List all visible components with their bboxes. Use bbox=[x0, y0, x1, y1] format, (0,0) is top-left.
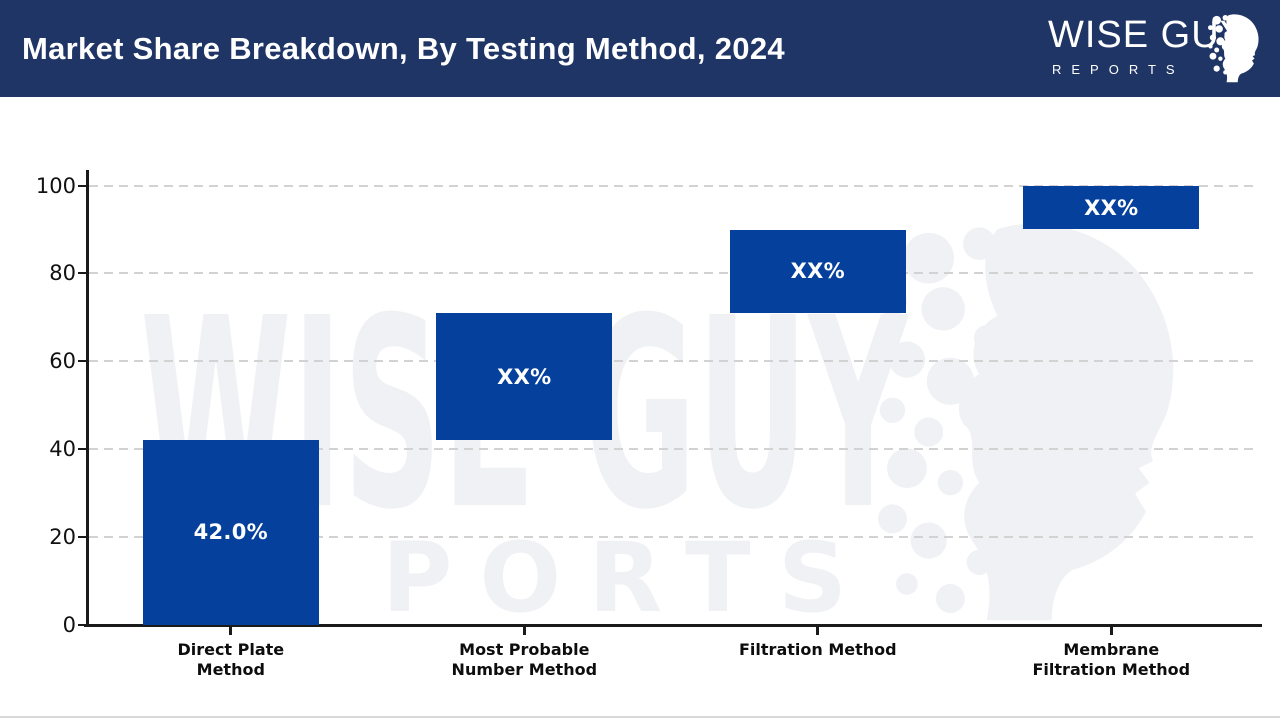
bar-value-label: XX% bbox=[1084, 195, 1139, 220]
x-axis-spine bbox=[84, 624, 1262, 627]
y-axis-tick-label: 20 bbox=[49, 524, 76, 549]
x-axis-category-label: Direct Plate Method bbox=[177, 640, 285, 679]
y-axis-tick bbox=[78, 184, 86, 187]
x-axis-tick bbox=[1109, 627, 1113, 635]
y-axis-tick-label: 80 bbox=[49, 261, 76, 286]
y-axis-tick bbox=[78, 623, 86, 626]
x-axis-category-label: Filtration Method bbox=[739, 640, 897, 659]
header: Market Share Breakdown, By Testing Metho… bbox=[0, 0, 1280, 97]
y-axis-spine bbox=[86, 170, 89, 627]
bar-value-label: 42.0% bbox=[193, 520, 268, 545]
y-axis-tick bbox=[78, 272, 86, 275]
x-axis-category-label: Most Probable Number Method bbox=[451, 640, 598, 679]
bar-segment: XX% bbox=[1023, 185, 1200, 230]
y-axis-tick-label: 60 bbox=[49, 349, 76, 374]
gridline bbox=[89, 448, 1258, 450]
gridline bbox=[89, 184, 1258, 187]
x-axis-tick bbox=[522, 627, 526, 635]
bar-segment: XX% bbox=[729, 229, 906, 313]
watermark-subtext: PORTS bbox=[382, 522, 847, 634]
bar-segment: 42.0% bbox=[142, 440, 319, 625]
brand-head-icon bbox=[1208, 14, 1259, 83]
brand-logo: WISE GUY REPORTS bbox=[1026, 6, 1266, 92]
y-axis-tick bbox=[78, 360, 86, 363]
watermark-head-icon bbox=[878, 223, 1174, 621]
y-axis-tick-label: 100 bbox=[35, 173, 76, 198]
y-axis-tick bbox=[78, 448, 86, 450]
brand-subtext: REPORTS bbox=[1052, 62, 1185, 77]
x-axis-category-label: Membrane Filtration Method bbox=[1032, 640, 1191, 679]
page-title: Market Share Breakdown, By Testing Metho… bbox=[22, 30, 785, 66]
y-axis-tick bbox=[78, 535, 86, 538]
x-axis-tick bbox=[816, 627, 820, 635]
y-axis-tick-label: 40 bbox=[49, 437, 76, 461]
bottom-border bbox=[0, 716, 1280, 718]
x-axis-tick bbox=[229, 627, 233, 635]
gridline bbox=[89, 535, 1258, 538]
gridline bbox=[89, 360, 1258, 363]
bar-segment: XX% bbox=[436, 312, 613, 441]
bar-value-label: XX% bbox=[497, 364, 552, 389]
bar-value-label: XX% bbox=[790, 259, 845, 284]
gridline bbox=[89, 272, 1258, 275]
y-axis-tick-label: 0 bbox=[62, 612, 76, 637]
